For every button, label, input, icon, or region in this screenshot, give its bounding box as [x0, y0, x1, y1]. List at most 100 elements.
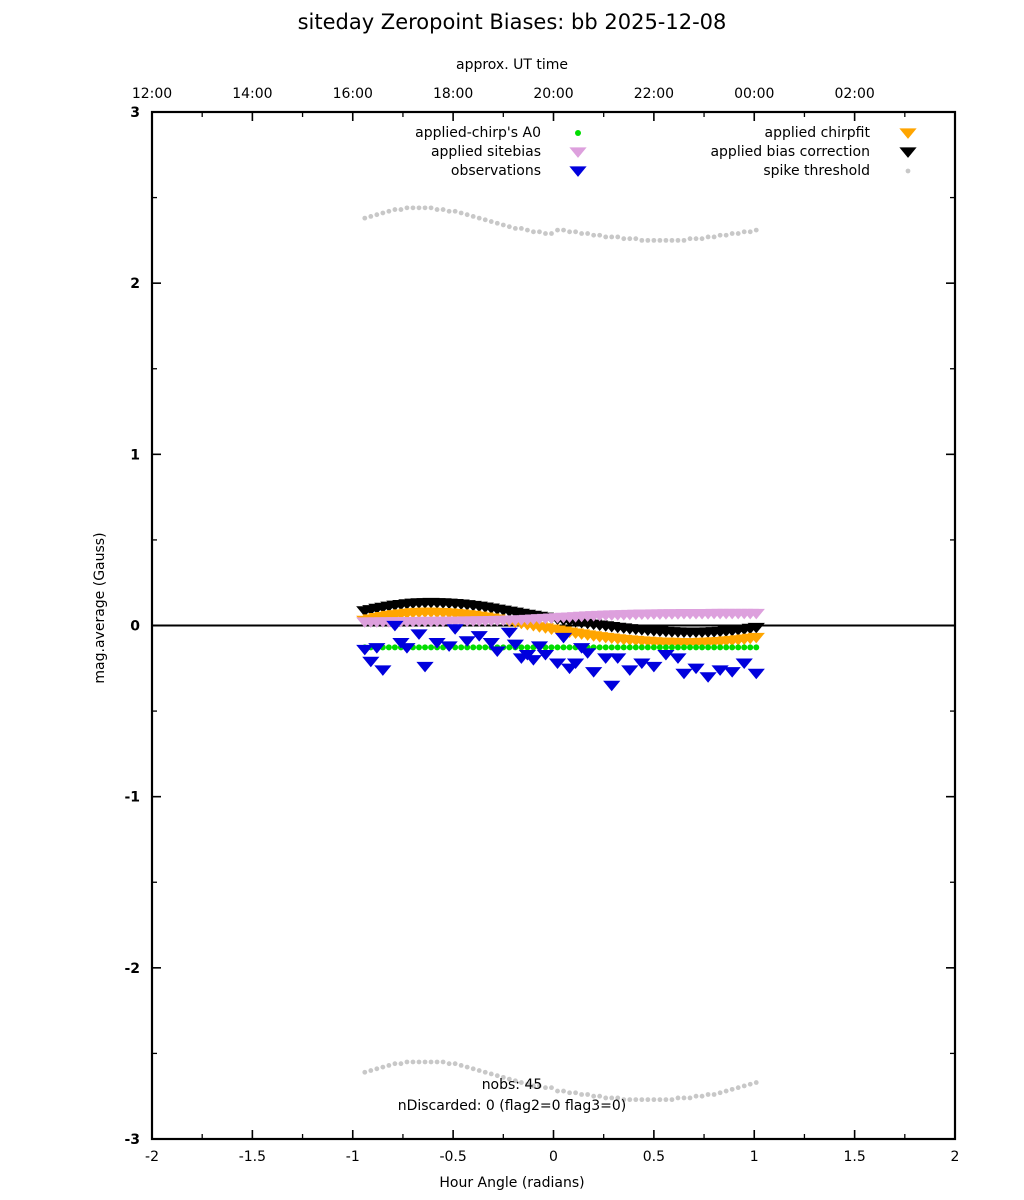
series-spike-threshold-point	[711, 234, 717, 240]
series-spike-threshold-lower-point	[537, 1083, 542, 1089]
series-applied-chirp-s-a0-point	[662, 644, 669, 651]
series-spike-threshold-lower-point	[500, 1074, 506, 1080]
series-spike-threshold-lower-point	[717, 1090, 723, 1096]
series-spike-threshold-lower-point	[669, 1097, 675, 1103]
top-axis-tick-label: 20:00	[533, 86, 573, 102]
x-tick-label: -0.5	[439, 1149, 466, 1165]
top-axis-tick-label: 12:00	[132, 86, 172, 102]
series-spike-threshold-point	[555, 227, 560, 233]
series-applied-chirp-s-a0-point	[650, 644, 657, 651]
x-axis-label: Hour Angle (radians)	[439, 1175, 585, 1191]
series-applied-chirp-s-a0-point	[711, 644, 718, 651]
series-applied-chirp-s-a0-point	[482, 644, 489, 651]
series-applied-chirp-s-a0-point	[674, 644, 681, 651]
series-spike-threshold-lower-point	[506, 1076, 512, 1082]
series-spike-threshold-point	[585, 231, 591, 236]
series-applied-chirp-s-a0-point	[385, 644, 392, 651]
series-spike-threshold-lower-point	[464, 1064, 470, 1070]
series-spike-threshold-point	[645, 237, 651, 243]
series-applied-chirp-s-a0-point	[596, 644, 603, 651]
series-spike-threshold-lower-point	[458, 1062, 464, 1068]
series-observations-point	[597, 653, 615, 664]
series-applied-chirp-s-a0-point	[723, 644, 730, 651]
series-applied-chirp-s-a0-point	[644, 644, 651, 651]
series-spike-threshold-lower-point	[597, 1093, 603, 1099]
series-spike-threshold-point	[434, 207, 440, 212]
series-spike-threshold-point	[368, 214, 374, 219]
series-applied-chirp-s-a0-point	[626, 644, 633, 651]
y-tick-label: -1	[124, 790, 140, 806]
series-applied-chirp-s-a0-point	[693, 644, 700, 651]
top-axis-tick-label: 02:00	[834, 86, 874, 102]
series-spike-threshold-point	[404, 205, 410, 211]
series-spike-threshold-point	[428, 205, 434, 211]
series-spike-threshold-point	[579, 231, 585, 236]
series-applied-chirp-s-a0-point	[717, 644, 724, 651]
legend-marker-applied-chirp-s-a0	[575, 130, 581, 136]
series-spike-threshold-lower-point	[561, 1088, 566, 1094]
series-spike-threshold-point	[386, 208, 392, 214]
series-spike-threshold-lower-point	[567, 1090, 572, 1096]
legend-label-applied-sitebias: applied sitebias	[431, 144, 541, 160]
series-observations-point	[362, 656, 380, 668]
series-spike-threshold-point	[518, 225, 524, 231]
series-spike-threshold-point	[603, 234, 609, 240]
legend-label-spike-threshold: spike threshold	[763, 163, 870, 179]
series-spike-threshold-lower-point	[663, 1097, 669, 1103]
series-spike-threshold-point	[591, 232, 597, 238]
series-applied-chirp-s-a0-point	[506, 644, 513, 651]
series-spike-threshold-lower-point	[753, 1080, 759, 1085]
series-spike-threshold-point	[380, 210, 386, 216]
series-observations-point	[500, 627, 518, 639]
series-applied-chirp-s-a0-point	[524, 644, 531, 651]
series-observations-point	[530, 641, 549, 652]
series-spike-threshold-point	[374, 212, 380, 218]
y-tick-label: 3	[130, 105, 140, 121]
series-observations-point	[458, 636, 476, 647]
series-spike-threshold-lower-point	[693, 1093, 699, 1099]
series-spike-threshold-point	[561, 227, 566, 233]
series-spike-threshold-point	[753, 227, 759, 233]
series-applied-chirp-s-a0-point	[476, 644, 483, 651]
series-applied-chirpfit-point	[747, 632, 765, 644]
series-applied-chirp-s-a0-point	[614, 644, 621, 651]
x-tick-label: 1.5	[843, 1149, 865, 1165]
series-applied-chirp-s-a0-point	[656, 644, 663, 651]
top-axis-tick-label: 18:00	[433, 86, 473, 102]
series-observations-point	[536, 649, 555, 661]
series-spike-threshold-lower-point	[699, 1093, 705, 1099]
series-spike-threshold-lower-point	[651, 1097, 657, 1103]
series-spike-threshold-point	[747, 229, 753, 235]
series-spike-threshold-lower-point	[735, 1085, 741, 1091]
series-spike-threshold-lower-point	[422, 1059, 428, 1065]
series-spike-threshold-lower-point	[410, 1059, 416, 1065]
series-spike-threshold-lower-point	[434, 1059, 440, 1065]
series-spike-threshold-lower-point	[729, 1086, 735, 1092]
series-spike-threshold-lower-point	[639, 1097, 645, 1103]
series-spike-threshold-point	[549, 231, 554, 236]
x-tick-label: -2	[145, 1149, 159, 1165]
series-observations-point	[416, 661, 434, 673]
series-spike-threshold-lower-point	[476, 1068, 482, 1073]
series-spike-threshold-lower-point	[470, 1066, 476, 1072]
series-applied-sitebias-point	[747, 608, 765, 620]
series-observations-point	[675, 668, 693, 680]
series-applied-bias-correction-point	[747, 622, 765, 634]
series-spike-threshold-lower-point	[525, 1081, 530, 1087]
series-spike-threshold-lower-point	[585, 1092, 591, 1097]
series-observations-point	[566, 658, 585, 670]
series-spike-threshold-lower-point	[627, 1097, 633, 1103]
series-applied-chirp-s-a0-point	[638, 644, 645, 651]
series-spike-threshold-lower-point	[675, 1095, 681, 1101]
legend-label-applied-chirpfit: applied chirpfit	[765, 125, 871, 141]
series-spike-threshold-lower-point	[440, 1059, 446, 1065]
series-spike-threshold-lower-point	[398, 1061, 404, 1067]
series-spike-threshold-lower-point	[615, 1095, 621, 1101]
series-spike-threshold-point	[500, 222, 506, 228]
legend-marker-spike-threshold	[905, 168, 911, 174]
series-spike-threshold-point	[531, 229, 536, 235]
series-spike-threshold-point	[735, 231, 741, 236]
series-spike-threshold-lower-point	[633, 1097, 639, 1103]
series-spike-threshold-lower-point	[488, 1071, 494, 1077]
series-spike-threshold-point	[729, 231, 735, 236]
